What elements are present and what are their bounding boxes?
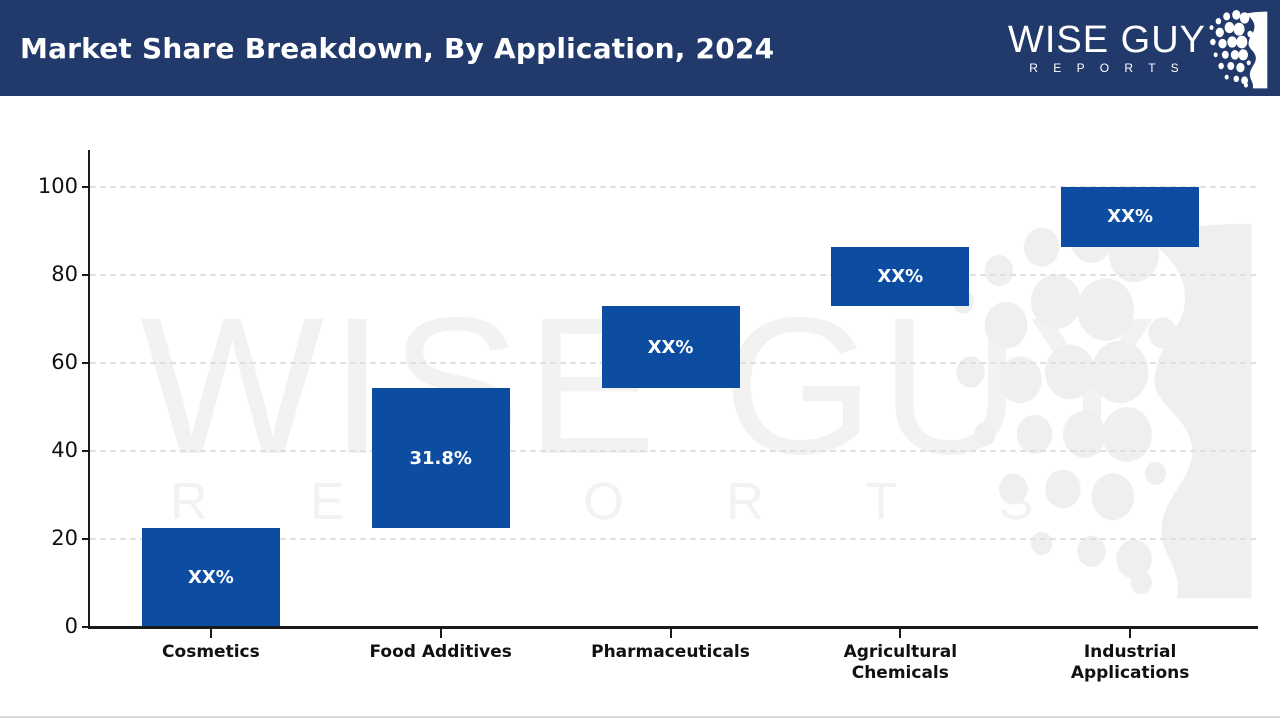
watermark-wordmark: WISE GUY [140, 277, 1164, 495]
header-bar: Market Share Breakdown, By Application, … [0, 0, 1280, 96]
y-axis-tick [82, 626, 90, 628]
bar: XX% [601, 306, 740, 389]
y-axis-line [88, 150, 90, 627]
grid-line [90, 538, 1256, 540]
bar: XX% [831, 246, 970, 307]
y-axis-tick [82, 362, 90, 364]
x-tick-label: Agricultural Chemicals [843, 642, 958, 683]
x-tick-label: Food Additives [369, 642, 512, 662]
grid-line [90, 274, 1256, 276]
waterfall-chart: WISE GUY R E P O R T S 0 20 40 60 80 100 Cosme… [0, 96, 1280, 718]
y-tick-label: 80 [51, 262, 78, 286]
logo-subtitle: R E P O R T S [1029, 61, 1185, 75]
y-axis-tick [82, 186, 90, 188]
x-axis-tick [669, 629, 672, 638]
x-axis-tick [209, 629, 212, 638]
bar-value-label: XX% [877, 266, 924, 288]
grid-line [90, 450, 1256, 452]
y-tick-label: 60 [51, 350, 78, 374]
x-axis-line [88, 626, 1258, 629]
bar-value-label: XX% [647, 336, 694, 358]
page-title: Market Share Breakdown, By Application, … [20, 31, 775, 65]
x-axis-tick [1129, 629, 1132, 638]
y-tick-label: 100 [37, 174, 78, 198]
bar: XX% [1061, 187, 1200, 247]
x-tick-label: Cosmetics [162, 642, 260, 662]
x-axis-tick [899, 629, 902, 638]
y-tick-label: 20 [51, 526, 78, 550]
bar: 31.8% [371, 388, 510, 528]
bar: XX% [141, 528, 280, 627]
face-profile-dots-icon [1209, 10, 1268, 89]
x-tick-label: Pharmaceuticals [591, 642, 750, 662]
bar-value-label: XX% [187, 567, 234, 588]
y-tick-label: 0 [64, 614, 78, 638]
wise-guy-reports-logo: WISE GUY R E P O R T S [1008, 6, 1268, 90]
x-tick-label: Industrial Applications [1070, 642, 1190, 683]
watermark-text: WISE GUY R E P O R T S [140, 277, 1164, 532]
y-axis-tick [82, 274, 90, 276]
y-tick-label: 40 [51, 438, 78, 462]
watermark-subtitle: R E P O R T S [170, 473, 1078, 531]
logo-text: WISE GUY R E P O R T S [1008, 20, 1206, 76]
x-axis-tick [439, 629, 442, 638]
y-axis-tick [82, 450, 90, 452]
grid-line [90, 186, 1256, 188]
logo-wordmark: WISE GUY [1007, 19, 1206, 61]
y-axis-tick [82, 538, 90, 540]
bar-value-label: 31.8% [409, 447, 472, 469]
page-bottom-border [0, 716, 1280, 718]
bar-value-label: XX% [1107, 206, 1153, 228]
